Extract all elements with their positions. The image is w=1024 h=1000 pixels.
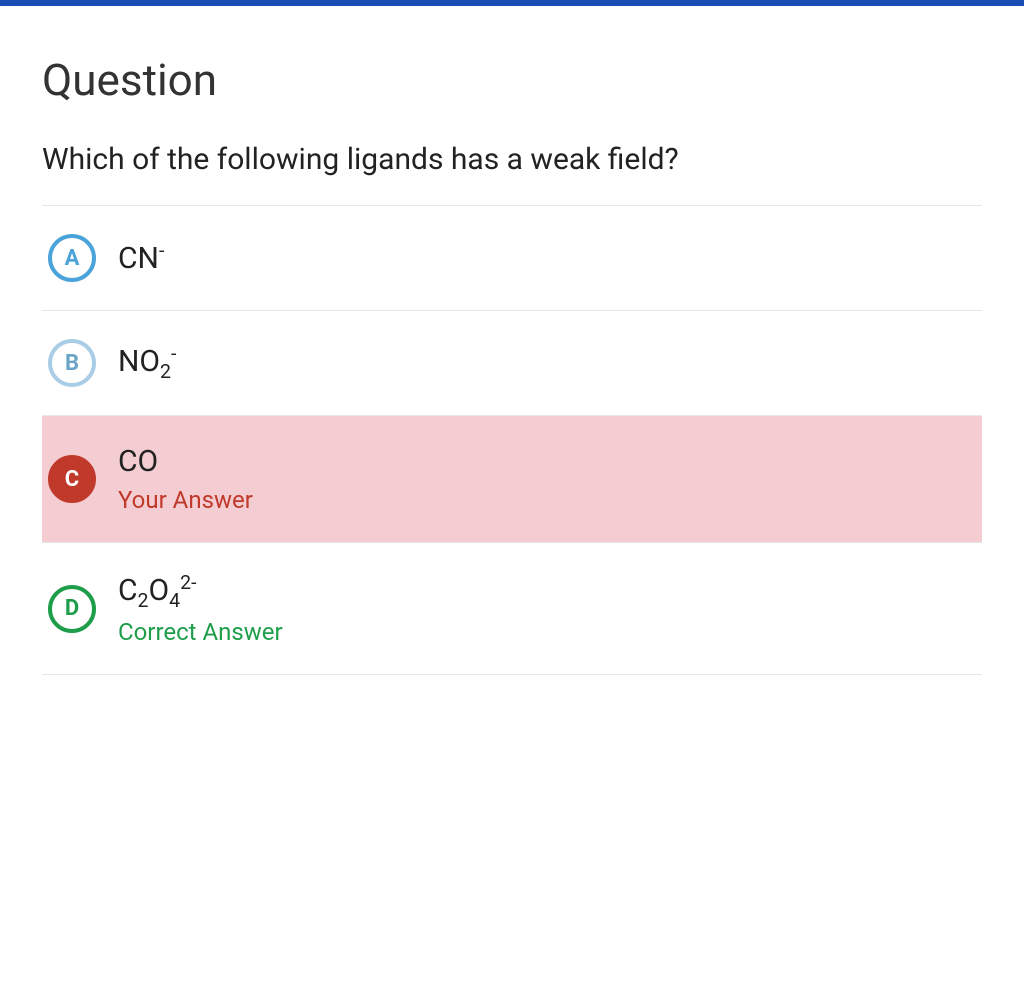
option-d[interactable]: D C2O42- Correct Answer — [42, 543, 982, 675]
option-label-c: CO — [118, 444, 253, 480]
option-content-c: CO Your Answer — [118, 444, 253, 514]
option-content-b: NO2- — [118, 342, 176, 383]
option-badge-b: B — [48, 339, 96, 387]
option-label-a: CN- — [118, 239, 164, 277]
option-badge-a: A — [48, 234, 96, 282]
your-answer-label: Your Answer — [118, 486, 253, 514]
option-label-d: C2O42- — [118, 571, 283, 612]
option-label-b: NO2- — [118, 342, 176, 383]
option-a[interactable]: A CN- — [42, 206, 982, 311]
option-badge-d: D — [48, 585, 96, 633]
option-badge-c: C — [48, 455, 96, 503]
option-c[interactable]: C CO Your Answer — [42, 416, 982, 543]
option-b[interactable]: B NO2- — [42, 311, 982, 416]
option-content-d: C2O42- Correct Answer — [118, 571, 283, 646]
options-list: A CN- B NO2- C CO Your Answer D C2O42- C… — [42, 205, 982, 675]
question-heading: Question — [42, 54, 982, 106]
option-content-a: CN- — [118, 239, 164, 277]
correct-answer-label: Correct Answer — [118, 618, 283, 646]
question-container: Question Which of the following ligands … — [0, 6, 1024, 675]
question-prompt: Which of the following ligands has a wea… — [42, 142, 982, 177]
